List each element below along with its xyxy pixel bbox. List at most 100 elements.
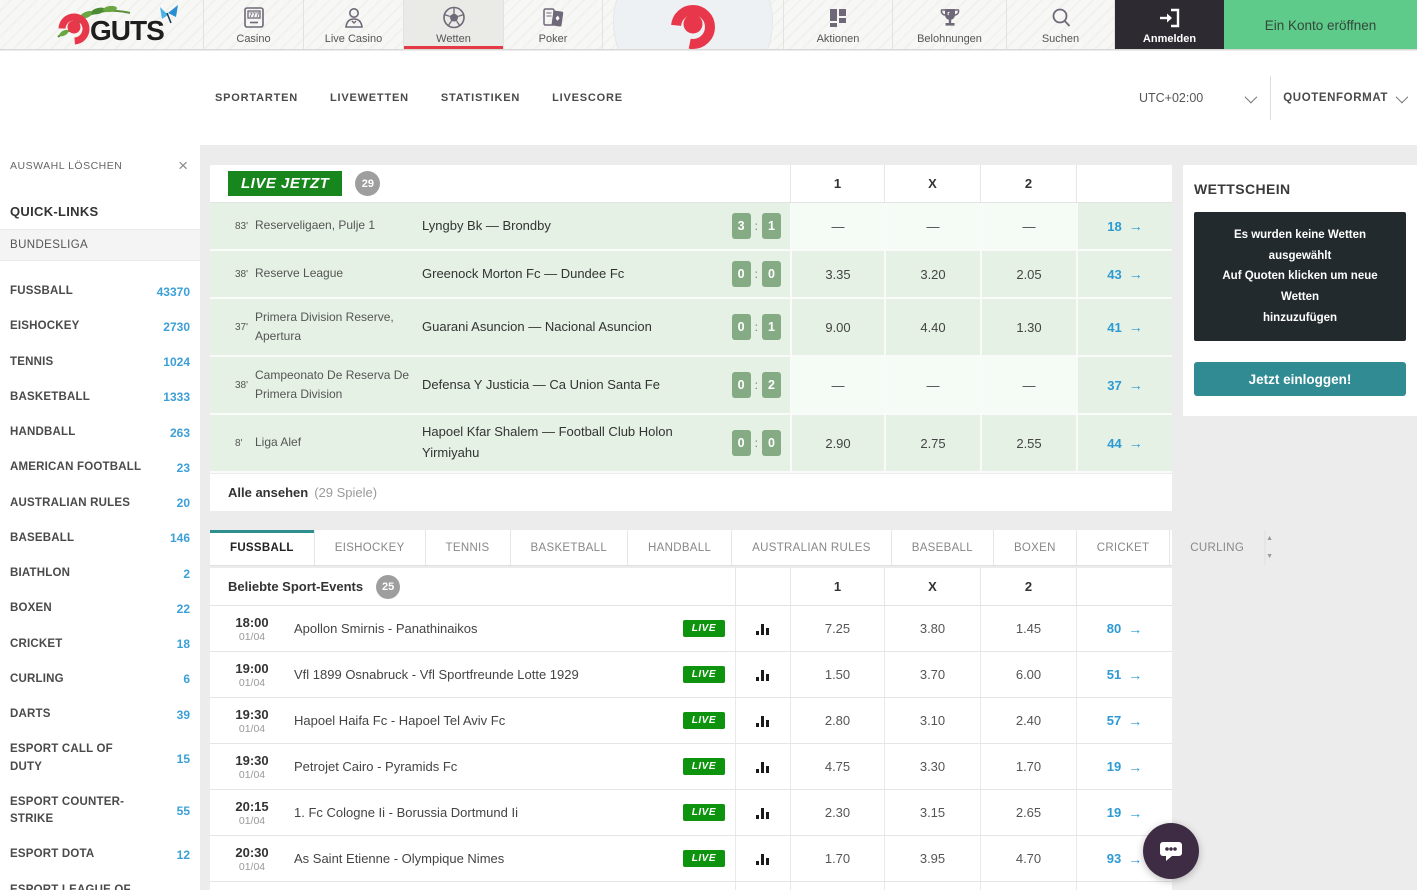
sidebar-item-eishockey[interactable]: EISHOCKEY 2730 <box>0 309 200 344</box>
sidebar-item-bundesliga[interactable]: BUNDESLIGA <box>0 229 200 261</box>
odds-cell-x[interactable]: 3.15 <box>884 790 980 835</box>
live-match-info[interactable]: 38' Reserve League Greenock Morton Fc — Du… <box>210 251 790 297</box>
nav-item-aktionen[interactable]: Aktionen <box>783 0 892 49</box>
odds-cell-1[interactable]: 1.50 <box>790 652 884 697</box>
odds-cell-x[interactable]: 3.95 <box>884 836 980 881</box>
sidebar-item-boxen[interactable]: BOXEN 22 <box>0 591 200 626</box>
sidebar-item-curling[interactable]: CURLING 6 <box>0 662 200 697</box>
odds-cell-2[interactable]: 1.30 <box>980 299 1076 355</box>
sidebar-item-american-football[interactable]: AMERICAN FOOTBALL 23 <box>0 450 200 485</box>
odds-cell-x[interactable]: — <box>884 357 980 413</box>
statistics-button[interactable] <box>735 790 790 835</box>
more-markets-link[interactable]: 19 <box>1076 744 1172 789</box>
login-now-button[interactable]: Jetzt einloggen! <box>1194 362 1406 397</box>
tab-boxen[interactable]: BOXEN <box>994 530 1077 565</box>
live-match-info[interactable]: 83' Reserveligaen, Pulje 1 Lyngby Bk — Bro… <box>210 203 790 249</box>
odds-cell-1[interactable]: 2.80 <box>790 698 884 743</box>
sidebar-item-esport-counter-strike[interactable]: ESPORT COUNTER-STRIKE 55 <box>0 785 200 838</box>
subnav-item-livescore[interactable]: LIVESCORE <box>552 92 623 104</box>
statistics-button[interactable] <box>735 744 790 789</box>
tab-handball[interactable]: HANDBALL <box>628 530 733 565</box>
live-chat-button[interactable] <box>1143 823 1199 879</box>
odds-cell-2[interactable]: 1.45 <box>980 606 1076 651</box>
more-markets-link[interactable]: 18 <box>1076 203 1172 249</box>
guts-center-logo[interactable] <box>664 5 722 49</box>
live-match-info[interactable]: 37' Primera Division Reserve, Apertura Gua… <box>210 299 790 355</box>
timezone-chevron-down-icon[interactable] <box>1244 90 1258 103</box>
nav-item-live-casino[interactable]: Live Casino <box>303 0 403 49</box>
more-markets-link[interactable]: 57 <box>1076 698 1172 743</box>
more-markets-link[interactable]: 80 <box>1076 606 1172 651</box>
statistics-button[interactable] <box>735 698 790 743</box>
tab-basketball[interactable]: BASKETBALL <box>511 530 629 565</box>
scroll-up-icon[interactable]: ▲ <box>1266 535 1274 543</box>
more-markets-link[interactable]: 44 <box>1076 415 1172 471</box>
odds-cell-2[interactable]: 2.05 <box>980 251 1076 297</box>
tab-curling[interactable]: CURLING <box>1170 530 1266 565</box>
guts-logo[interactable]: GUTS <box>52 3 212 49</box>
nav-item-poker[interactable]: Poker <box>503 0 603 49</box>
more-markets-link[interactable]: 41 <box>1076 299 1172 355</box>
odds-cell-x[interactable]: — <box>884 203 980 249</box>
nav-item-belohnungen[interactable]: Belohnungen <box>892 0 1006 49</box>
tab-baseball[interactable]: BASEBALL <box>892 530 994 565</box>
subnav-item-livewetten[interactable]: LIVEWETTEN <box>329 92 409 104</box>
odds-format-chevron-down-icon[interactable] <box>1395 90 1409 103</box>
sidebar-item-fussball[interactable]: FUSSBALL 43370 <box>0 274 200 309</box>
anmelden-button[interactable]: Anmelden <box>1115 0 1224 49</box>
view-all-link[interactable]: Alle ansehen (29 Spiele) <box>210 473 1172 511</box>
odds-cell-1[interactable]: — <box>790 203 884 249</box>
odds-cell-x[interactable]: 3.30 <box>884 744 980 789</box>
live-match-info[interactable]: 38' Campeonato De Reserva De Primera Divi… <box>210 357 790 413</box>
sidebar-item-biathlon[interactable]: BIATHLON 2 <box>0 556 200 591</box>
odds-cell-1[interactable]: 3.35 <box>790 251 884 297</box>
odds-cell-1[interactable]: 2.30 <box>790 790 884 835</box>
sidebar-item-esport-call-of-duty[interactable]: ESPORT CALL OF DUTY 15 <box>0 732 200 785</box>
nav-item-wetten[interactable]: Wetten <box>403 0 503 49</box>
more-markets-link[interactable]: 51 <box>1076 652 1172 697</box>
odds-cell-1[interactable]: 2.90 <box>790 415 884 471</box>
odds-cell-2[interactable]: 1.70 <box>980 744 1076 789</box>
odds-cell-2[interactable]: — <box>980 203 1076 249</box>
odds-cell-1[interactable]: 9.00 <box>790 299 884 355</box>
odds-cell-2[interactable]: — <box>980 357 1076 413</box>
odds-cell-2[interactable]: 2.55 <box>980 415 1076 471</box>
odds-format-selector[interactable]: QUOTENFORMAT <box>1283 92 1388 104</box>
odds-cell-x[interactable]: 3.10 <box>884 698 980 743</box>
tab-fussball[interactable]: FUSSBALL <box>210 530 315 565</box>
odds-cell-x[interactable]: 3.70 <box>884 652 980 697</box>
event-info[interactable]: 19:30 01/04 Petrojet Cairo - Pyramids Fc LI… <box>210 744 735 789</box>
odds-cell-1[interactable]: — <box>790 357 884 413</box>
odds-cell-x[interactable]: 4.40 <box>884 299 980 355</box>
tab-cricket[interactable]: CRICKET <box>1077 530 1171 565</box>
tab-australian-rules[interactable]: AUSTRALIAN RULES <box>732 530 892 565</box>
odds-cell-1[interactable]: 7.25 <box>790 606 884 651</box>
scroll-down-icon[interactable]: ▼ <box>1266 552 1274 560</box>
subnav-item-sportarten[interactable]: SPORTARTEN <box>215 92 298 104</box>
odds-cell-x[interactable]: 2.75 <box>884 415 980 471</box>
odds-cell-1[interactable]: 4.75 <box>790 744 884 789</box>
odds-cell-x[interactable]: 3.20 <box>884 251 980 297</box>
nav-item-suchen[interactable]: Suchen <box>1006 0 1115 49</box>
odds-cell-2[interactable]: 6.00 <box>980 652 1076 697</box>
statistics-button[interactable] <box>735 836 790 881</box>
odds-cell-2[interactable]: 2.65 <box>980 790 1076 835</box>
sidebar-item-esport-dota[interactable]: ESPORT DOTA 12 <box>0 837 200 872</box>
sidebar-item-baseball[interactable]: BASEBALL 146 <box>0 521 200 556</box>
odds-cell-2[interactable]: 4.70 <box>980 836 1076 881</box>
more-markets-link[interactable]: 37 <box>1076 357 1172 413</box>
tab-eishockey[interactable]: EISHOCKEY <box>315 530 426 565</box>
event-info[interactable]: 18:00 01/04 Apollon Smirnis - Panathinaiko… <box>210 606 735 651</box>
statistics-button[interactable] <box>735 652 790 697</box>
sidebar-item-australian-rules[interactable]: AUSTRALIAN RULES 20 <box>0 486 200 521</box>
register-button[interactable]: Ein Konto eröffnen <box>1224 0 1417 49</box>
event-info[interactable]: 19:30 01/04 Hapoel Haifa Fc - Hapoel Tel A… <box>210 698 735 743</box>
event-info[interactable]: 20:15 01/04 1. Fc Cologne Ii - Borussia Do… <box>210 790 735 835</box>
statistics-button[interactable] <box>735 606 790 651</box>
sidebar-item-tennis[interactable]: TENNIS 1024 <box>0 345 200 380</box>
event-info[interactable]: 19:00 01/04 Vfl 1899 Osnabruck - Vfl Sport… <box>210 652 735 697</box>
nav-item-casino[interactable]: 777 Casino <box>203 0 303 49</box>
event-info[interactable]: 20:30 01/04 As Saint Etienne - Olympique N… <box>210 836 735 881</box>
sidebar-item-darts[interactable]: DARTS 39 <box>0 697 200 732</box>
clear-selection-label[interactable]: AUSWAHL LÖSCHEN <box>10 159 123 172</box>
